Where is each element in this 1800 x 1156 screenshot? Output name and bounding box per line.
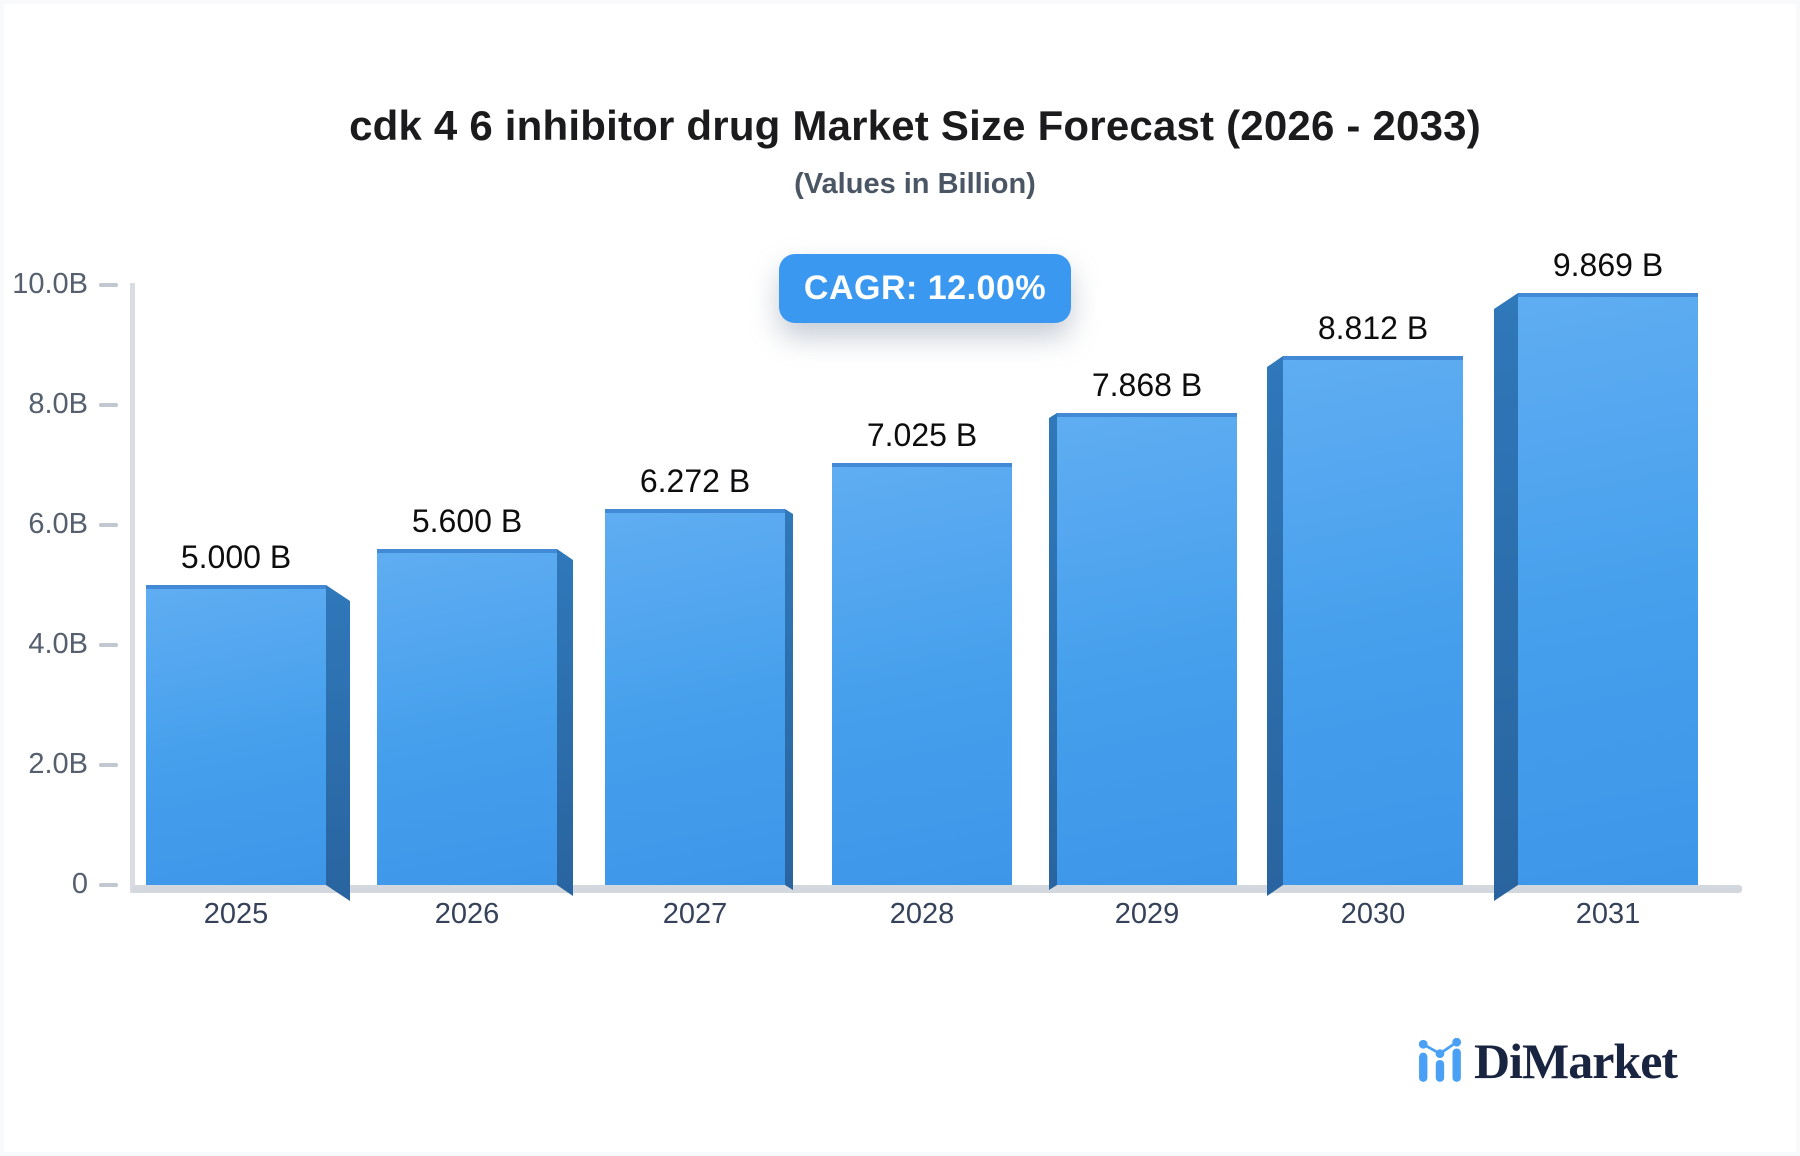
bar-2026	[377, 549, 557, 885]
chart-title: cdk 4 6 inhibitor drug Market Size Forec…	[349, 102, 1481, 149]
bar-value-label-2028: 7.025 B	[866, 417, 978, 453]
bar-2027	[605, 509, 785, 885]
x-axis-label-2031: 2031	[1575, 898, 1641, 930]
dimarket-logo-icon	[1418, 1038, 1462, 1082]
x-axis-label-2025: 2025	[203, 898, 269, 930]
y-axis-tick-label: 4.0B	[28, 628, 88, 660]
bar-3d-side-2030	[1267, 356, 1283, 896]
cagr-badge: CAGR: 12.00%	[779, 254, 1071, 323]
y-tick-mark	[99, 763, 118, 767]
bar-3d-side-2029	[1049, 413, 1057, 890]
bar-value-label-2029: 7.868 B	[1091, 367, 1203, 403]
y-axis-tick-label: 2.0B	[28, 748, 88, 780]
bar-value-label-2027: 6.272 B	[639, 463, 751, 499]
bar-3d-side-2027	[785, 509, 793, 890]
bar-3d-side-2031	[1494, 293, 1518, 901]
y-axis-tick-label: 6.0B	[28, 508, 88, 540]
x-axis-label-2026: 2026	[434, 898, 500, 930]
x-axis-label-2029: 2029	[1114, 898, 1180, 930]
bar-3d-side-2026	[557, 549, 573, 896]
chart-subtitle: (Values in Billion)	[794, 168, 1036, 200]
dimarket-logo: DiMarket	[1418, 1032, 1678, 1090]
bar-2029	[1057, 413, 1237, 885]
x-axis-baseline	[132, 885, 1742, 893]
bar-2028	[832, 463, 1012, 885]
bar-3d-side-2025	[326, 585, 350, 901]
dimarket-brand-text: DiMarket	[1474, 1033, 1678, 1089]
bar-value-label-2030: 8.812 B	[1317, 310, 1429, 346]
y-tick-mark	[99, 643, 118, 647]
bar-2025	[146, 585, 326, 885]
y-tick-mark	[99, 883, 118, 887]
y-axis-tick-label: 10.0B	[12, 268, 88, 300]
x-axis-label-2027: 2027	[662, 898, 728, 930]
bar-value-label-2025: 5.000 B	[180, 539, 292, 575]
y-tick-mark	[99, 403, 118, 407]
y-axis-tick-label: 0	[71, 868, 88, 900]
bar-2031	[1518, 293, 1698, 885]
y-axis-line	[130, 283, 135, 893]
cagr-badge-label: CAGR: 12.00%	[803, 269, 1047, 307]
y-axis-tick-label: 8.0B	[28, 388, 88, 420]
y-tick-mark	[99, 523, 118, 527]
x-axis-label-2028: 2028	[889, 898, 955, 930]
bar-value-label-2031: 9.869 B	[1552, 247, 1664, 283]
bar-2030	[1283, 356, 1463, 885]
y-tick-mark	[99, 283, 118, 287]
x-axis-label-2030: 2030	[1340, 898, 1406, 930]
bar-value-label-2026: 5.600 B	[411, 503, 523, 539]
